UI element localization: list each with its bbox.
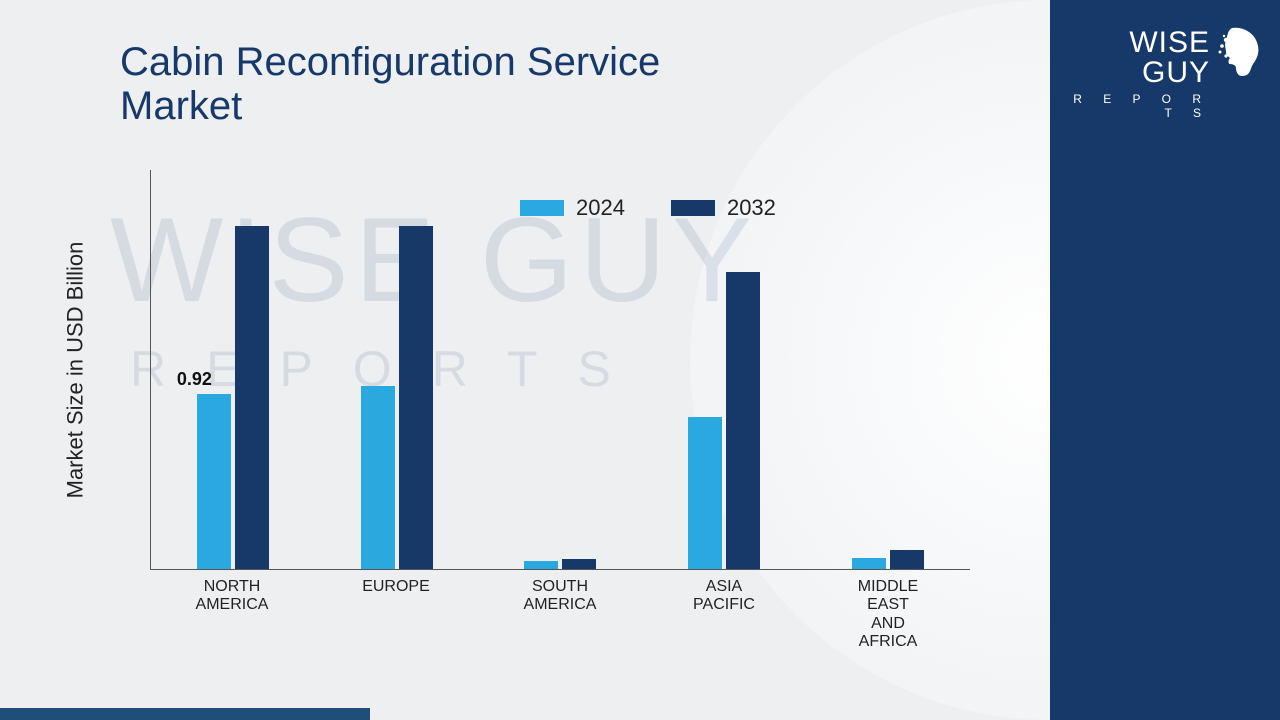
head-silhouette-icon [1214, 26, 1260, 78]
bar [399, 226, 433, 569]
bar-group [642, 170, 806, 569]
y-axis-label: Market Size in USD Billion [60, 170, 90, 570]
bar [361, 386, 395, 569]
x-tick-label: SOUTHAMERICA [478, 574, 642, 652]
bar [852, 558, 886, 569]
brand-logo: WISE GUY R E P O R T S [1060, 28, 1260, 120]
brand-line2: R E P O R T S [1073, 92, 1210, 120]
bottom-strip [0, 708, 370, 720]
brand-line1: WISE GUY [1129, 26, 1210, 89]
bar [890, 550, 924, 569]
chart-title: Cabin Reconfiguration Service Market [120, 40, 760, 128]
bar-value-label: 0.92 [177, 369, 212, 390]
bar [235, 226, 269, 569]
bar [688, 417, 722, 569]
x-tick-label: EUROPE [314, 574, 478, 652]
bar-group [315, 170, 479, 569]
x-tick-label: ASIAPACIFIC [642, 574, 806, 652]
x-axis-labels: NORTHAMERICAEUROPESOUTHAMERICAASIAPACIFI… [150, 574, 970, 652]
bar [562, 559, 596, 569]
bar [524, 561, 558, 569]
x-tick-label: NORTHAMERICA [150, 574, 314, 652]
bar-group [479, 170, 643, 569]
page: WISE GUY R E P O R T S Cabin Reconfigura… [0, 0, 1280, 720]
bar-group [806, 170, 970, 569]
x-tick-label: MIDDLEEASTANDAFRICA [806, 574, 970, 652]
chart: Market Size in USD Billion 0.92 NORTHAME… [60, 170, 980, 690]
bar [197, 394, 231, 569]
bar-group: 0.92 [151, 170, 315, 569]
plot-area: 0.92 [150, 170, 970, 570]
bar [726, 272, 760, 569]
bar-groups: 0.92 [151, 170, 970, 569]
